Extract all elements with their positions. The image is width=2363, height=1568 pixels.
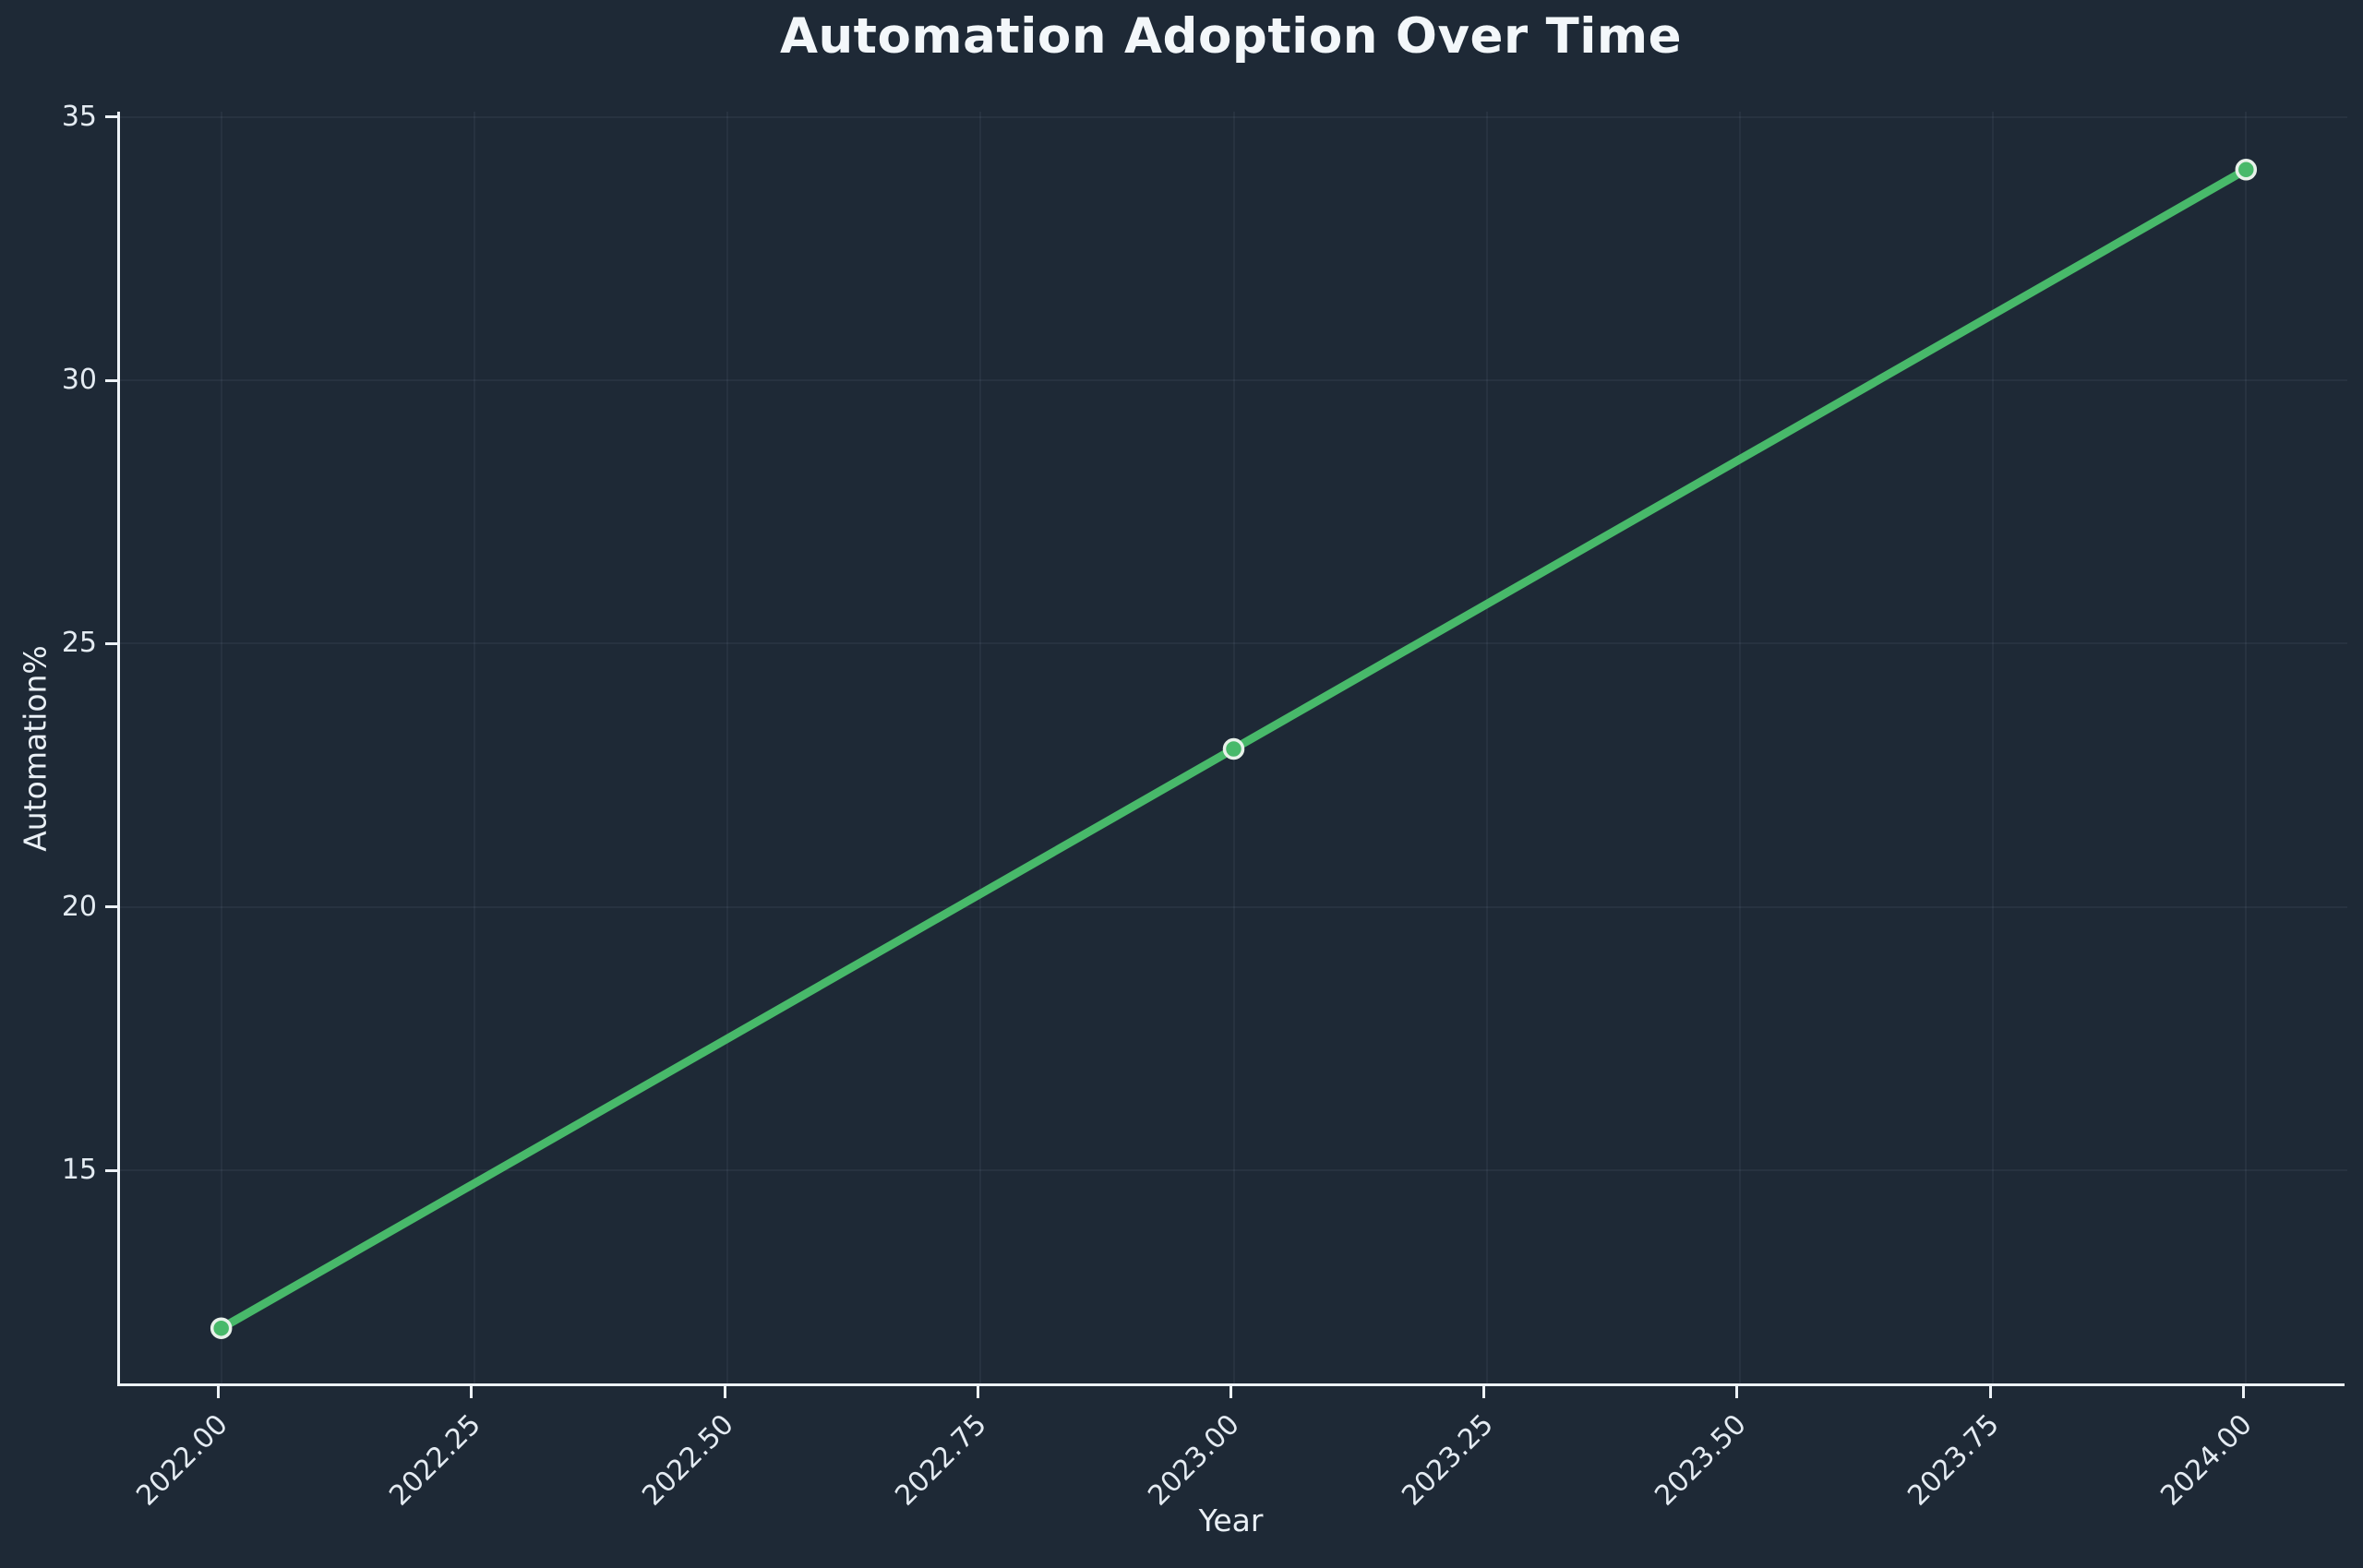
x-tick-label: 2022.25 bbox=[383, 1408, 487, 1513]
x-tick-label: 2023.25 bbox=[1395, 1408, 1500, 1513]
x-tick-mark bbox=[2241, 1386, 2245, 1398]
y-tick-mark bbox=[105, 1168, 117, 1172]
x-tick-mark bbox=[976, 1386, 979, 1398]
x-tick-label: 2023.75 bbox=[1901, 1408, 2006, 1513]
x-tick-label: 2023.50 bbox=[1649, 1408, 1753, 1513]
x-tick-label: 2024.00 bbox=[2154, 1408, 2260, 1513]
x-tick-label: 2022.50 bbox=[636, 1408, 740, 1513]
y-tick-mark bbox=[105, 378, 117, 382]
x-tick-mark bbox=[217, 1386, 221, 1398]
x-axis-label: Year bbox=[1198, 1502, 1264, 1538]
line-series-svg bbox=[210, 159, 2258, 1339]
y-tick-mark bbox=[105, 115, 117, 119]
y-axis-label: Automation% bbox=[17, 645, 54, 852]
x-tick-label: 2023.00 bbox=[1142, 1408, 1247, 1513]
y-tick-mark bbox=[105, 905, 117, 909]
y-tick-label: 30 bbox=[61, 363, 97, 396]
x-tick-mark bbox=[1229, 1386, 1232, 1398]
y-tick-label: 25 bbox=[61, 627, 97, 660]
x-tick-mark bbox=[1988, 1386, 1992, 1398]
y-tick-label: 15 bbox=[61, 1153, 97, 1186]
y-tick-label: 35 bbox=[61, 100, 97, 133]
x-tick-mark bbox=[470, 1386, 474, 1398]
data-point bbox=[2235, 159, 2258, 181]
x-tick-mark bbox=[1482, 1386, 1486, 1398]
y-tick-label: 20 bbox=[61, 890, 97, 923]
data-point bbox=[1222, 737, 1245, 760]
x-tick-label: 2022.00 bbox=[129, 1408, 234, 1513]
y-tick-mark bbox=[105, 641, 117, 645]
data-point bbox=[210, 1317, 233, 1339]
x-tick-mark bbox=[723, 1386, 726, 1398]
x-tick-mark bbox=[1735, 1386, 1739, 1398]
plot-area bbox=[117, 112, 2347, 1386]
x-tick-label: 2022.75 bbox=[889, 1408, 994, 1513]
chart-title: Automation Adoption Over Time bbox=[779, 8, 1683, 65]
